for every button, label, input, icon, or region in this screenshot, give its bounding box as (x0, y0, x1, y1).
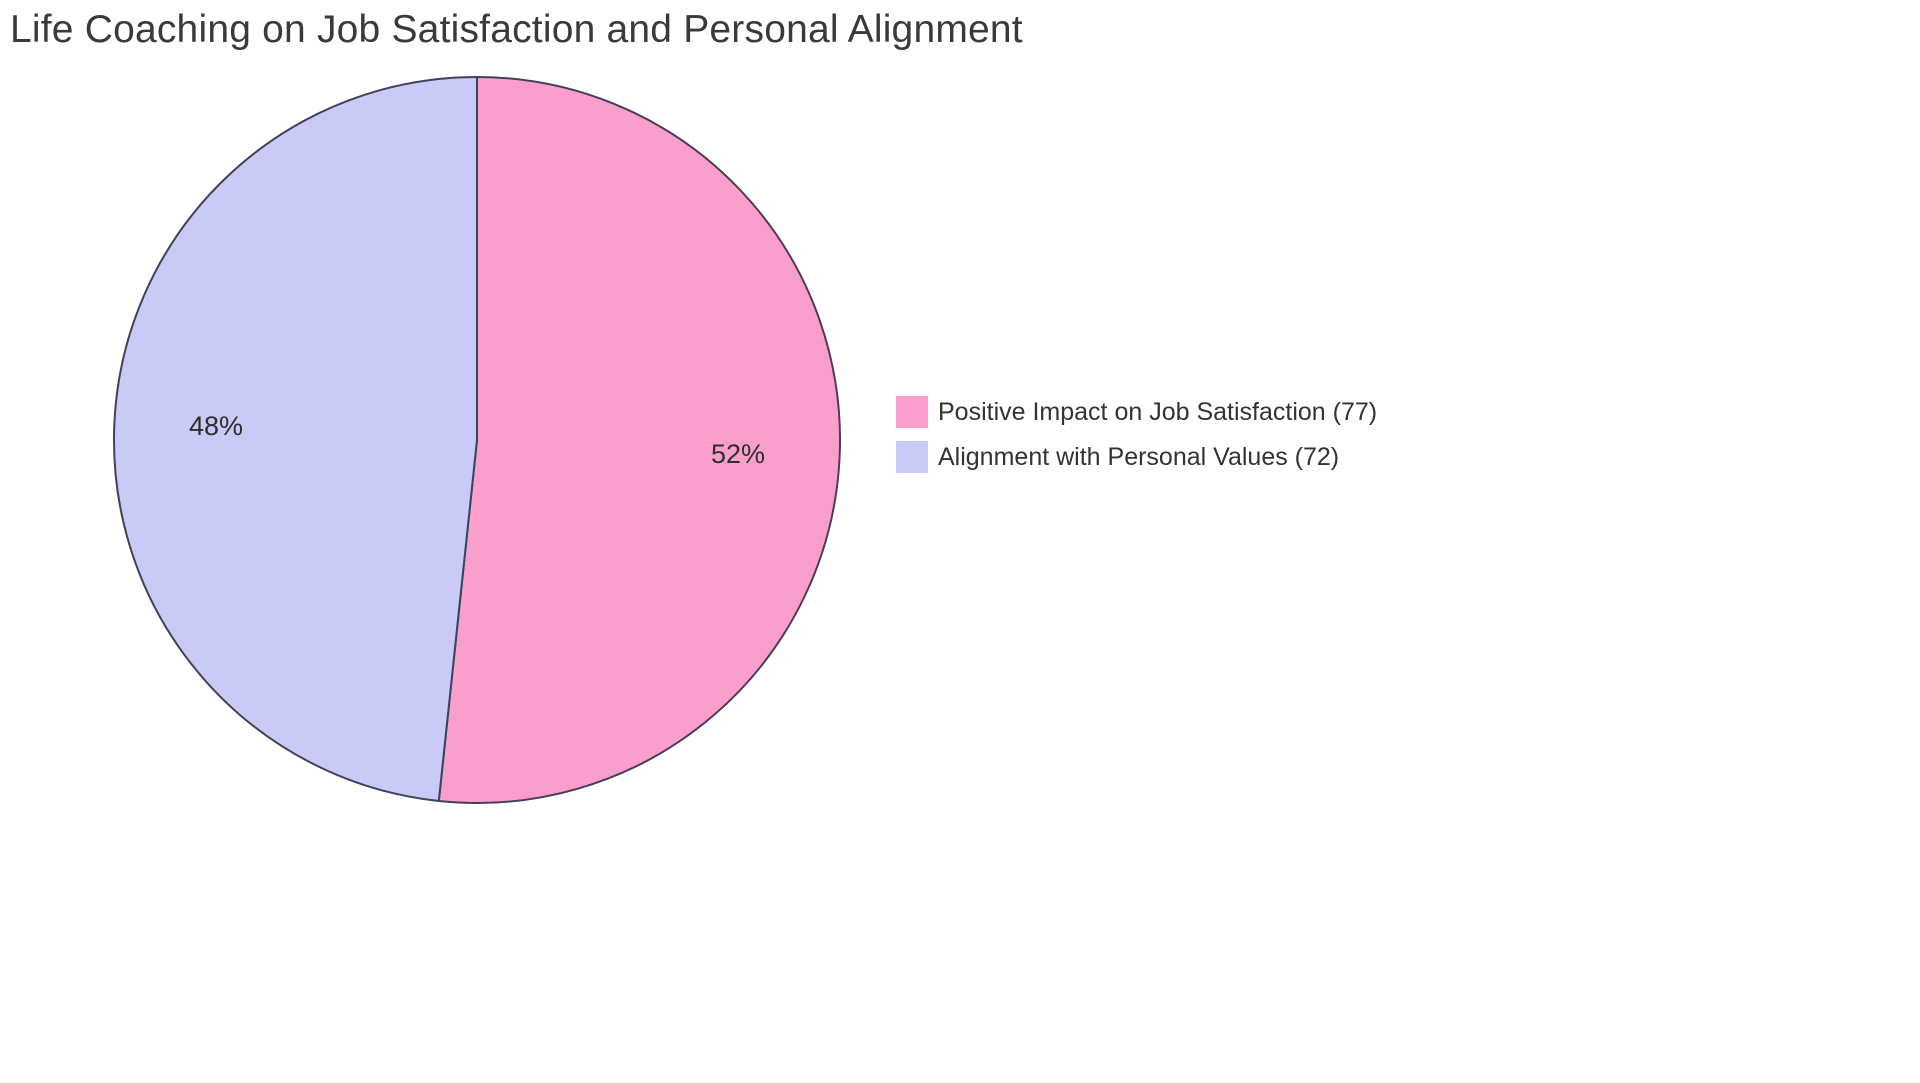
legend-item-job-satisfaction[interactable]: Positive Impact on Job Satisfaction (77) (896, 396, 1377, 428)
legend-swatch (896, 396, 928, 428)
legend-swatch (896, 441, 928, 473)
pie-slice-0 (437, 76, 841, 804)
chart-title: Life Coaching on Job Satisfaction and Pe… (10, 8, 1023, 51)
pie-slice-pct-label-1: 48% (189, 411, 243, 441)
pie-slices (113, 76, 841, 804)
pie-slice-pct-label-0: 52% (711, 439, 765, 469)
pie-slice-1 (113, 76, 478, 802)
legend: Positive Impact on Job Satisfaction (77)… (896, 396, 1377, 473)
pie-labels: 52% 48% (189, 411, 765, 469)
legend-label: Alignment with Personal Values (72) (938, 442, 1340, 471)
legend-label: Positive Impact on Job Satisfaction (77) (938, 397, 1378, 426)
legend-item-personal-values[interactable]: Alignment with Personal Values (72) (896, 441, 1377, 473)
